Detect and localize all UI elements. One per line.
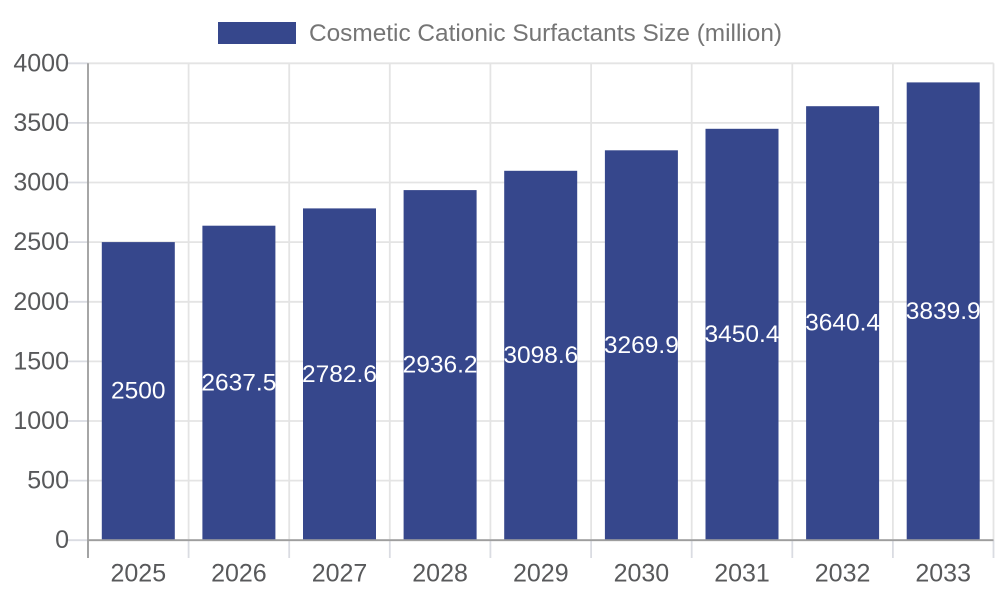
svg-text:3000: 3000 — [13, 169, 69, 197]
svg-text:2032: 2032 — [815, 560, 871, 588]
svg-text:3450.4: 3450.4 — [705, 321, 780, 348]
svg-text:3640.4: 3640.4 — [805, 310, 880, 337]
svg-text:3098.6: 3098.6 — [503, 342, 578, 369]
svg-text:2936.2: 2936.2 — [403, 352, 478, 379]
svg-text:2025: 2025 — [110, 560, 166, 588]
svg-text:2028: 2028 — [412, 560, 468, 588]
svg-text:2500: 2500 — [111, 378, 166, 405]
svg-text:2033: 2033 — [915, 560, 971, 588]
svg-text:2637.5: 2637.5 — [201, 370, 276, 397]
svg-text:2027: 2027 — [312, 560, 368, 588]
svg-text:3269.9: 3269.9 — [604, 332, 679, 359]
svg-text:Cosmetic Cationic Surfactants: Cosmetic Cationic Surfactants Size (mill… — [309, 20, 782, 47]
svg-text:3839.9: 3839.9 — [906, 298, 981, 325]
svg-text:3500: 3500 — [13, 109, 69, 137]
svg-text:2030: 2030 — [614, 560, 670, 588]
svg-text:4000: 4000 — [13, 49, 69, 77]
svg-text:2029: 2029 — [513, 560, 569, 588]
svg-text:2000: 2000 — [13, 288, 69, 316]
svg-text:1000: 1000 — [13, 407, 69, 435]
svg-text:2782.6: 2782.6 — [302, 361, 377, 388]
svg-text:2500: 2500 — [13, 228, 69, 256]
svg-text:2026: 2026 — [211, 560, 267, 588]
svg-text:2031: 2031 — [714, 560, 770, 588]
svg-text:1500: 1500 — [13, 347, 69, 375]
svg-text:0: 0 — [55, 526, 69, 554]
svg-text:500: 500 — [27, 467, 69, 495]
